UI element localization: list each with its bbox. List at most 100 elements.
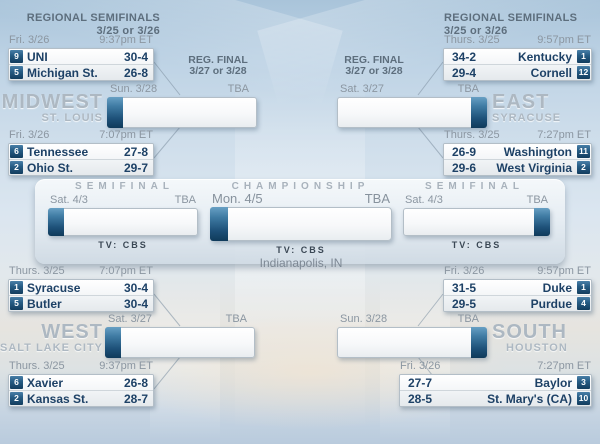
team-row[interactable]: 5 Butler 30-4 bbox=[9, 295, 153, 311]
semifinal-left-header: SEMIFINAL bbox=[75, 181, 174, 192]
seed-badge: 2 bbox=[10, 161, 23, 174]
team-name: Baylor bbox=[534, 375, 572, 390]
slot-tba: TBA bbox=[227, 83, 249, 95]
team-name: Kentucky bbox=[517, 49, 572, 64]
team-record: 29-5 bbox=[452, 296, 477, 311]
game-box: 27-7 Baylor 3 28-5 St. Mary's (CA) 10 bbox=[399, 374, 592, 407]
seed-badge: 1 bbox=[10, 281, 23, 294]
seed-badge: 9 bbox=[10, 50, 23, 63]
seed-badge: 11 bbox=[577, 145, 590, 158]
advance-slot-box bbox=[403, 208, 550, 236]
team-name: UNI bbox=[27, 49, 48, 64]
region-label-midwest: MIDWEST ST. LOUIS bbox=[0, 92, 103, 124]
slot-tba: TBA bbox=[457, 83, 479, 95]
team-row[interactable]: 27-7 Baylor 3 bbox=[400, 375, 591, 390]
seed-badge: 1 bbox=[577, 281, 590, 294]
team-name: Purdue bbox=[530, 296, 572, 311]
slot-date: Sat. 4/3 bbox=[405, 194, 443, 206]
game-date: Fri. 3/26 bbox=[444, 265, 485, 277]
advance-slot-box bbox=[210, 207, 392, 241]
tv-network: TV: CBS bbox=[451, 240, 502, 250]
game-schedule: Fri. 3/26 9:37pm ET bbox=[8, 35, 154, 46]
game-time: 9:37pm ET bbox=[99, 34, 153, 46]
championship-location: Indianapolis, IN bbox=[259, 256, 343, 270]
seed-badge: 4 bbox=[577, 297, 590, 310]
region-name: SOUTH bbox=[492, 321, 567, 343]
team-row[interactable]: 28-5 St. Mary's (CA) 10 bbox=[400, 390, 591, 406]
team-row[interactable]: 5 Michigan St. 26-8 bbox=[9, 64, 153, 80]
team-name: Butler bbox=[27, 296, 62, 311]
team-row[interactable]: 6 Xavier 26-8 bbox=[9, 375, 153, 390]
team-row[interactable]: 2 Kansas St. 28-7 bbox=[9, 390, 153, 406]
team-row[interactable]: 29-5 Purdue 4 bbox=[444, 295, 591, 311]
game-midwest-semi-2: Fri. 3/26 7:07pm ET 6 Tennessee 27-8 2 O… bbox=[8, 130, 154, 176]
region-label-west: WEST SALT LAKE CITY bbox=[0, 322, 103, 354]
game-box: 9 UNI 30-4 5 Michigan St. 26-8 bbox=[8, 48, 154, 81]
seed-badge: 10 bbox=[577, 392, 590, 405]
team-record: 28-5 bbox=[408, 391, 433, 406]
game-east-semi-2: Thurs. 3/25 7:27pm ET 26-9 Washington 11… bbox=[443, 130, 592, 176]
team-record: 30-4 bbox=[123, 49, 148, 64]
east-final-slot: Sat. 3/27 TBA bbox=[337, 84, 487, 128]
slot-date: Sun. 3/28 bbox=[340, 313, 388, 325]
team-row[interactable]: 1 Syracuse 30-4 bbox=[9, 280, 153, 295]
slot-tba: TBA bbox=[526, 194, 548, 206]
game-time: 7:07pm ET bbox=[99, 265, 153, 277]
region-city: ST. LOUIS bbox=[41, 112, 103, 124]
game-west-semi-1: Thurs. 3/25 7:07pm ET 1 Syracuse 30-4 5 … bbox=[8, 266, 154, 312]
team-row[interactable]: 2 Ohio St. 29-7 bbox=[9, 159, 153, 175]
team-row[interactable]: 6 Tennessee 27-8 bbox=[9, 144, 153, 159]
slot-date: Sat. 3/27 bbox=[340, 83, 385, 95]
team-row[interactable]: 9 UNI 30-4 bbox=[9, 49, 153, 64]
team-record: 26-8 bbox=[123, 375, 148, 390]
reg-final-label: REG. FINAL bbox=[344, 54, 404, 66]
region-city: HOUSTON bbox=[506, 342, 568, 354]
team-row[interactable]: 29-4 Cornell 12 bbox=[444, 64, 591, 80]
slot-schedule: Mon. 4/5 TBA bbox=[210, 192, 392, 205]
team-name: St. Mary's (CA) bbox=[487, 391, 572, 406]
slot-schedule: Sat. 4/3 TBA bbox=[48, 195, 198, 206]
team-record: 29-6 bbox=[452, 160, 477, 175]
team-record: 31-5 bbox=[452, 280, 477, 295]
seed-badge: 6 bbox=[10, 376, 23, 389]
header-dates: 3/25 or 3/26 bbox=[96, 25, 160, 37]
team-row[interactable]: 26-9 Washington 11 bbox=[444, 144, 591, 159]
team-record: 26-9 bbox=[452, 144, 477, 159]
advance-slot-box bbox=[48, 208, 198, 236]
slot-date: Sat. 3/27 bbox=[108, 313, 153, 325]
game-box: 34-2 Kentucky 1 29-4 Cornell 12 bbox=[443, 48, 592, 81]
championship-header: CHAMPIONSHIP bbox=[231, 181, 370, 192]
game-time: 9:37pm ET bbox=[99, 360, 153, 372]
game-schedule: Thurs. 3/25 9:57pm ET bbox=[443, 35, 592, 46]
game-schedule: Fri. 3/26 9:57pm ET bbox=[443, 266, 592, 277]
region-name: EAST bbox=[492, 91, 550, 113]
semifinal-right-header: SEMIFINAL bbox=[425, 181, 524, 192]
slot-tab bbox=[210, 207, 228, 241]
region-label-east: EAST SYRACUSE bbox=[492, 92, 600, 124]
game-schedule: Thurs. 3/25 7:07pm ET bbox=[8, 266, 154, 277]
game-east-semi-1: Thurs. 3/25 9:57pm ET 34-2 Kentucky 1 29… bbox=[443, 35, 592, 81]
tv-network: TV: CBS bbox=[276, 245, 326, 255]
game-west-semi-2: Thurs. 3/25 9:37pm ET 6 Xavier 26-8 2 Ka… bbox=[8, 361, 154, 407]
team-row[interactable]: 29-6 West Virginia 2 bbox=[444, 159, 591, 175]
game-south-semi-2: Fri. 3/26 7:27pm ET 27-7 Baylor 3 28-5 S… bbox=[399, 361, 592, 407]
slot-date: Sun. 3/28 bbox=[110, 83, 158, 95]
slot-tab bbox=[471, 327, 487, 358]
game-box: 6 Tennessee 27-8 2 Ohio St. 29-7 bbox=[8, 143, 154, 176]
midwest-final-slot: Sun. 3/28 TBA bbox=[107, 84, 257, 128]
team-name: Kansas St. bbox=[27, 391, 89, 406]
reg-final-label: REG. FINAL bbox=[188, 54, 248, 66]
team-row[interactable]: 34-2 Kentucky 1 bbox=[444, 49, 591, 64]
team-name: Syracuse bbox=[27, 280, 81, 295]
team-record: 26-8 bbox=[123, 65, 148, 80]
region-label-south: SOUTH HOUSTON bbox=[492, 322, 600, 354]
advance-slot-box bbox=[107, 97, 257, 128]
seed-badge: 2 bbox=[577, 161, 590, 174]
advance-slot-box bbox=[105, 327, 255, 358]
team-row[interactable]: 31-5 Duke 1 bbox=[444, 280, 591, 295]
team-name: Washington bbox=[503, 144, 572, 159]
team-record: 29-7 bbox=[123, 160, 148, 175]
team-record: 29-4 bbox=[452, 65, 477, 80]
region-name: WEST bbox=[41, 321, 103, 343]
